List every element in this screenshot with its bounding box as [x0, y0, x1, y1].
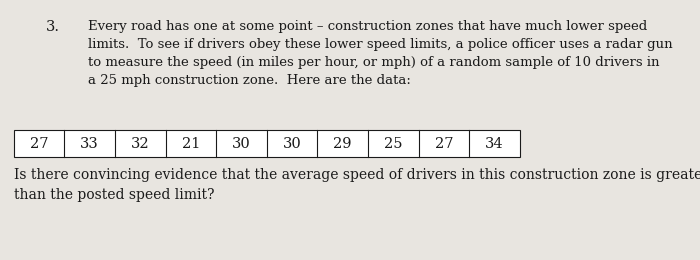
Text: 29: 29 — [333, 136, 352, 151]
Text: 30: 30 — [283, 136, 302, 151]
Text: 30: 30 — [232, 136, 251, 151]
Text: 32: 32 — [131, 136, 150, 151]
Text: 21: 21 — [182, 136, 200, 151]
Text: Every road has one at some point – construction zones that have much lower speed: Every road has one at some point – const… — [88, 20, 672, 87]
Text: 3.: 3. — [46, 20, 60, 34]
Text: 25: 25 — [384, 136, 402, 151]
Text: 33: 33 — [80, 136, 99, 151]
Bar — [14, 130, 520, 157]
Text: Is there convincing evidence that the average speed of drivers in this construct: Is there convincing evidence that the av… — [14, 168, 700, 202]
Text: 34: 34 — [485, 136, 504, 151]
Text: 27: 27 — [435, 136, 453, 151]
Text: 27: 27 — [30, 136, 48, 151]
